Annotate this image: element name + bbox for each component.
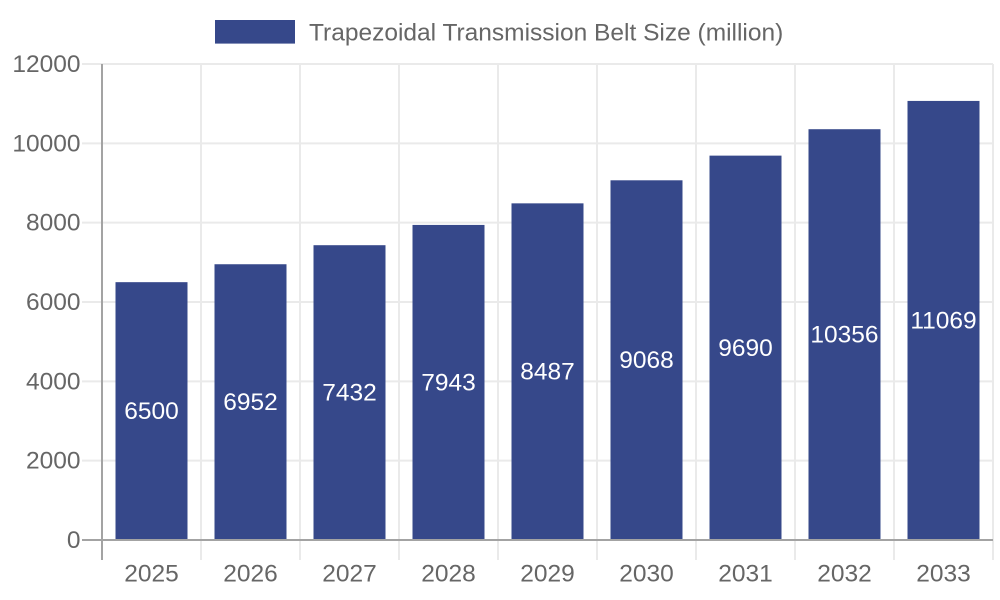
svg-text:2030: 2030 xyxy=(619,561,674,588)
svg-text:6952: 6952 xyxy=(223,389,278,416)
svg-text:6500: 6500 xyxy=(124,398,179,425)
svg-text:8487: 8487 xyxy=(520,359,575,386)
svg-text:2033: 2033 xyxy=(916,561,971,588)
svg-text:2027: 2027 xyxy=(322,561,377,588)
svg-text:8000: 8000 xyxy=(26,210,81,237)
svg-text:2029: 2029 xyxy=(520,561,575,588)
svg-text:7943: 7943 xyxy=(421,369,476,396)
svg-text:0: 0 xyxy=(67,527,81,554)
svg-text:10000: 10000 xyxy=(12,130,80,157)
svg-text:4000: 4000 xyxy=(26,368,81,395)
svg-text:2028: 2028 xyxy=(421,561,476,588)
svg-text:12000: 12000 xyxy=(12,51,80,78)
svg-text:10356: 10356 xyxy=(810,322,878,349)
svg-text:9068: 9068 xyxy=(619,347,674,374)
svg-text:2032: 2032 xyxy=(817,561,872,588)
svg-text:2031: 2031 xyxy=(718,561,773,588)
svg-text:Trapezoidal Transmission Belt: Trapezoidal Transmission Belt Size (mill… xyxy=(309,19,783,46)
svg-text:7432: 7432 xyxy=(322,380,377,407)
svg-text:9690: 9690 xyxy=(718,335,773,362)
svg-text:2025: 2025 xyxy=(124,561,179,588)
svg-text:2026: 2026 xyxy=(223,561,278,588)
svg-text:11069: 11069 xyxy=(910,307,976,334)
svg-text:6000: 6000 xyxy=(26,289,81,316)
svg-text:2000: 2000 xyxy=(26,448,81,475)
